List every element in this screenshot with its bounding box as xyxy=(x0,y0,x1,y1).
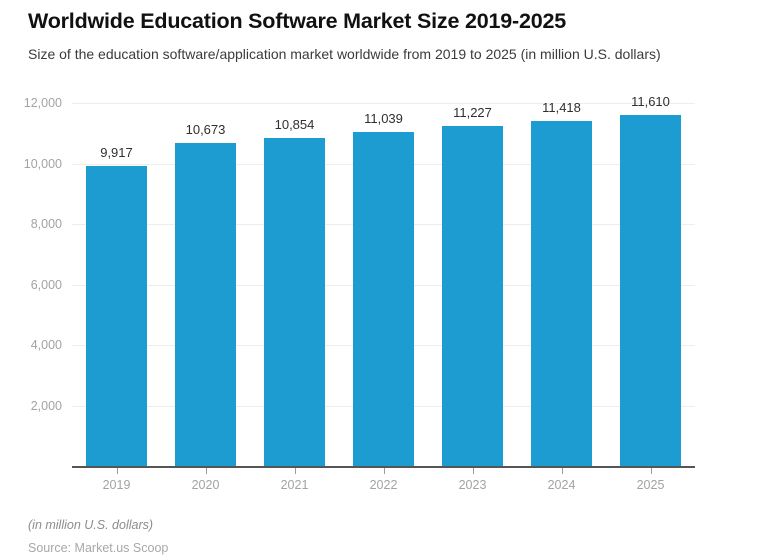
gridline xyxy=(72,103,695,104)
x-axis-tick-mark xyxy=(206,468,207,474)
x-axis-labels: 2019 2020 2021 2022 2023 2024 2025 xyxy=(0,90,768,510)
bar-value-label-2024: 11,418 xyxy=(542,99,581,115)
bar-2023[interactable] xyxy=(442,126,503,466)
bar-2025[interactable] xyxy=(620,114,681,466)
chart-subtitle: Size of the education software/applicati… xyxy=(28,45,661,62)
plot-area: 2,000 4,000 6,000 8,000 10,000 12,000 9,917 10… xyxy=(0,90,768,510)
bar-value-label-2025: 11,610 xyxy=(631,93,670,109)
x-axis-tick-label-2022: 2022 xyxy=(369,478,398,492)
bar-2020[interactable] xyxy=(175,143,236,466)
bar-value-label-2020: 10,673 xyxy=(185,122,226,138)
x-axis-tick-mark xyxy=(473,468,474,474)
bar-2021[interactable] xyxy=(264,137,325,466)
bar-value-label-2021: 10,854 xyxy=(274,116,315,132)
x-axis-tick-mark xyxy=(295,468,296,474)
chart-header: Worldwide Education Software Market Size… xyxy=(0,0,768,64)
x-axis-tick-label-2020: 2020 xyxy=(191,478,220,492)
y-axis-tick-label: 4,000 xyxy=(30,338,62,352)
x-axis-tick-label-2023: 2023 xyxy=(458,478,487,492)
x-axis-tick-mark xyxy=(651,468,652,474)
chart-title: Worldwide Education Software Market Size… xyxy=(28,9,567,33)
x-axis-tick-label-2025: 2025 xyxy=(636,478,665,492)
x-axis-tick-mark xyxy=(562,468,563,474)
y-axis-tick-label: 8,000 xyxy=(30,217,62,231)
bar-series: 9,917 10,673 10,854 11,039 11,227 11,418 11,61… xyxy=(0,90,768,510)
footer-units-note: (in million U.S. dollars) xyxy=(28,518,154,532)
x-axis-line xyxy=(72,466,695,468)
x-axis-tick-label-2024: 2024 xyxy=(547,478,576,492)
x-axis-tick-mark xyxy=(117,468,118,474)
bar-value-label-2019: 9,917 xyxy=(100,145,133,160)
bar-2024[interactable] xyxy=(531,120,592,466)
chart-footer: (in million U.S. dollars) Source: Market… xyxy=(28,516,168,558)
footer-source: Source: Market.us Scoop xyxy=(28,540,169,555)
y-axis-tick-label: 12,000 xyxy=(23,96,62,110)
y-axis-tick-label: 10,000 xyxy=(23,156,62,171)
x-axis-tick-label-2019: 2019 xyxy=(102,478,131,492)
bar-2022[interactable] xyxy=(353,132,414,466)
y-axis-tick-label: 2,000 xyxy=(30,398,62,413)
bar-value-label-2022: 11,039 xyxy=(364,111,403,127)
x-axis-tick-label-2021: 2021 xyxy=(280,478,309,492)
bar-2019[interactable] xyxy=(86,166,147,466)
bar-value-label-2023: 11,227 xyxy=(453,105,492,121)
y-axis-tick-label: 6,000 xyxy=(30,277,62,292)
x-axis-tick-mark xyxy=(384,468,385,474)
